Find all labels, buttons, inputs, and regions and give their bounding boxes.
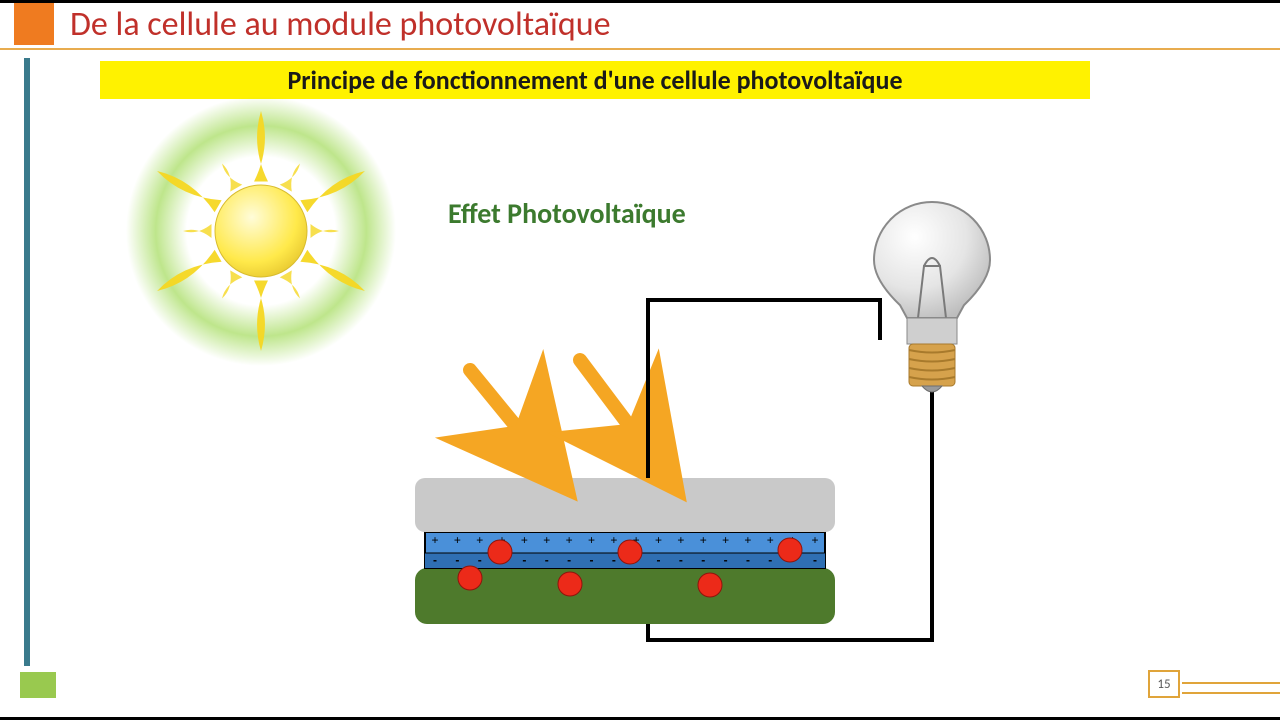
svg-text:+: + xyxy=(633,533,640,547)
svg-text:+: + xyxy=(454,533,461,547)
svg-text:+: + xyxy=(566,533,573,547)
bottom-left-green-square xyxy=(20,672,56,698)
svg-text:-: - xyxy=(724,553,728,567)
page-title: De la cellule au module photovoltaïque xyxy=(70,4,611,45)
pv-diagram: + - + - + - + - + - + - + - + - + - + - + - + - + - + - + - + - + - + - xyxy=(0,0,1280,720)
svg-text:-: - xyxy=(634,553,638,567)
svg-text:-: - xyxy=(657,553,661,567)
svg-text:-: - xyxy=(567,553,571,567)
effect-label: Effet Photovoltaïque xyxy=(448,196,686,231)
title-underline xyxy=(0,48,1280,50)
top-border xyxy=(0,0,1280,3)
svg-text:+: + xyxy=(588,533,595,547)
svg-text:+: + xyxy=(521,533,528,547)
svg-text:+: + xyxy=(431,533,438,547)
page-number-lines xyxy=(1182,682,1280,694)
page-number-box: 15 xyxy=(1148,670,1180,698)
title-orange-block xyxy=(14,3,54,45)
subtitle-text: Principe de fonctionnement d'une cellule… xyxy=(287,64,902,96)
svg-text:-: - xyxy=(500,553,504,567)
svg-text:+: + xyxy=(722,533,729,547)
svg-text:-: - xyxy=(589,553,593,567)
svg-text:-: - xyxy=(545,553,549,567)
svg-text:-: - xyxy=(813,553,817,567)
svg-text:+: + xyxy=(789,533,796,547)
svg-text:+: + xyxy=(811,533,818,547)
svg-text:-: - xyxy=(455,553,459,567)
svg-text:-: - xyxy=(768,553,772,567)
svg-text:-: - xyxy=(791,553,795,567)
svg-text:+: + xyxy=(700,533,707,547)
svg-text:-: - xyxy=(746,553,750,567)
svg-text:-: - xyxy=(679,553,683,567)
svg-text:+: + xyxy=(610,533,617,547)
svg-text:+: + xyxy=(767,533,774,547)
svg-text:-: - xyxy=(433,553,437,567)
svg-text:+: + xyxy=(655,533,662,547)
svg-text:-: - xyxy=(478,553,482,567)
svg-text:-: - xyxy=(612,553,616,567)
svg-text:+: + xyxy=(744,533,751,547)
left-vertical-bar xyxy=(24,58,30,666)
svg-text:+: + xyxy=(499,533,506,547)
svg-text:-: - xyxy=(522,553,526,567)
svg-text:+: + xyxy=(476,533,483,547)
subtitle-bar: Principe de fonctionnement d'une cellule… xyxy=(100,61,1090,99)
svg-text:-: - xyxy=(701,553,705,567)
svg-text:+: + xyxy=(677,533,684,547)
page-number: 15 xyxy=(1157,677,1170,692)
svg-text:+: + xyxy=(543,533,550,547)
